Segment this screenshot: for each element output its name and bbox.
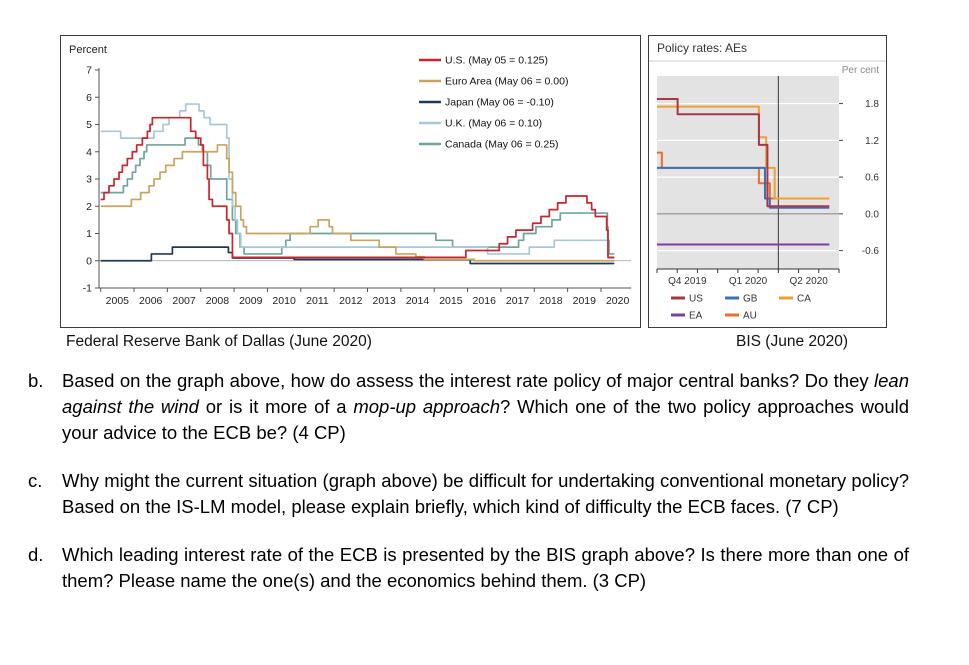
svg-text:-1: -1 bbox=[83, 283, 92, 295]
question-b-text: Based on the graph above, how do assess … bbox=[62, 368, 909, 446]
question-text-segment: Which leading interest rate of the ECB i… bbox=[62, 544, 909, 591]
svg-text:2010: 2010 bbox=[272, 295, 296, 307]
question-c-label: c. bbox=[28, 470, 43, 491]
svg-text:Canada (May 06 = 0.25): Canada (May 06 = 0.25) bbox=[445, 139, 559, 151]
svg-text:Q2 2020: Q2 2020 bbox=[789, 276, 828, 287]
question-term-italic: mop-up approach bbox=[353, 396, 500, 417]
svg-text:Euro Area (May 06 = 0.00): Euro Area (May 06 = 0.00) bbox=[445, 76, 568, 88]
svg-text:0: 0 bbox=[86, 255, 92, 267]
svg-text:0.0: 0.0 bbox=[865, 209, 879, 220]
svg-text:2011: 2011 bbox=[306, 295, 329, 307]
svg-text:2014: 2014 bbox=[406, 295, 430, 307]
question-text-segment: or is it more of a bbox=[198, 396, 354, 417]
svg-text:Policy rates: AEs: Policy rates: AEs bbox=[657, 41, 747, 55]
svg-text:AU: AU bbox=[743, 311, 757, 322]
svg-text:1: 1 bbox=[86, 228, 92, 240]
question-d-label: d. bbox=[28, 544, 44, 565]
svg-text:2007: 2007 bbox=[172, 295, 196, 307]
svg-text:3: 3 bbox=[86, 174, 92, 186]
svg-text:2: 2 bbox=[86, 201, 92, 213]
svg-text:2006: 2006 bbox=[139, 295, 163, 307]
question-text-segment: Why might the current situation (graph a… bbox=[62, 470, 909, 517]
svg-text:2012: 2012 bbox=[339, 295, 363, 307]
question-d: d. Which leading interest rate of the EC… bbox=[28, 542, 909, 594]
svg-text:2016: 2016 bbox=[473, 295, 497, 307]
question-term-italic: lean against the wind bbox=[62, 370, 909, 417]
question-c: c. Why might the current situation (grap… bbox=[28, 468, 909, 520]
svg-text:Percent: Percent bbox=[69, 44, 107, 56]
svg-text:Japan (May 06 = -0.10): Japan (May 06 = -0.10) bbox=[445, 97, 554, 109]
question-d-text: Which leading interest rate of the ECB i… bbox=[62, 542, 909, 594]
svg-text:CA: CA bbox=[797, 294, 811, 305]
question-c-text: Why might the current situation (graph a… bbox=[62, 468, 909, 520]
caption-dallas-fed: Federal Reserve Bank of Dallas (June 202… bbox=[66, 333, 372, 350]
figure-dallas-fed: Percent 7 6 5 4 3 2 1 0 -1 2005 2006 2007 2008 2009 201… bbox=[60, 35, 641, 328]
question-b-label: b. bbox=[28, 370, 44, 391]
svg-text:Per cent: Per cent bbox=[842, 65, 879, 76]
svg-text:U.K. (May 06 = 0.10): U.K. (May 06 = 0.10) bbox=[445, 118, 542, 130]
svg-text:-0.6: -0.6 bbox=[862, 246, 880, 257]
question-text-segment: ? Which one of the two policy approaches… bbox=[62, 396, 910, 443]
svg-text:1.8: 1.8 bbox=[865, 99, 879, 110]
svg-text:U.S. (May 05 = 0.125): U.S. (May 05 = 0.125) bbox=[445, 55, 548, 67]
svg-text:2009: 2009 bbox=[239, 295, 263, 307]
svg-text:2013: 2013 bbox=[372, 295, 396, 307]
svg-text:US: US bbox=[689, 294, 703, 305]
svg-text:Q4 2019: Q4 2019 bbox=[668, 276, 707, 287]
question-text-segment: Based on the graph above, how do assess … bbox=[62, 370, 875, 391]
svg-text:EA: EA bbox=[689, 311, 703, 322]
question-b: b. Based on the graph above, how do asse… bbox=[28, 368, 909, 446]
svg-text:Q1 2020: Q1 2020 bbox=[729, 276, 768, 287]
svg-text:GB: GB bbox=[743, 294, 758, 305]
svg-text:2020: 2020 bbox=[606, 295, 630, 307]
svg-text:0.6: 0.6 bbox=[865, 173, 879, 184]
svg-text:2018: 2018 bbox=[539, 295, 563, 307]
svg-text:2008: 2008 bbox=[206, 295, 230, 307]
dallas-fed-policy-rate-chart: Percent 7 6 5 4 3 2 1 0 -1 2005 2006 2007 2008 2009 201… bbox=[69, 44, 631, 307]
svg-text:2019: 2019 bbox=[573, 295, 597, 307]
caption-bis: BIS (June 2020) bbox=[736, 333, 849, 350]
svg-text:1.2: 1.2 bbox=[865, 136, 879, 147]
svg-text:6: 6 bbox=[86, 92, 92, 104]
figure-bis: Policy rates: AEs Per cent 1.8 1.2 0.6 0.0 -0.… bbox=[648, 35, 887, 328]
bis-policy-rate-chart: Policy rates: AEs Per cent 1.8 1.2 0.6 0.0 -0.… bbox=[649, 41, 886, 322]
svg-text:4: 4 bbox=[86, 146, 92, 158]
svg-text:2017: 2017 bbox=[506, 295, 530, 307]
svg-text:2015: 2015 bbox=[439, 295, 463, 307]
questions: b. Based on the graph above, how do asse… bbox=[28, 368, 909, 616]
svg-text:7: 7 bbox=[86, 65, 92, 77]
svg-text:2005: 2005 bbox=[106, 295, 130, 307]
svg-text:5: 5 bbox=[86, 119, 92, 131]
